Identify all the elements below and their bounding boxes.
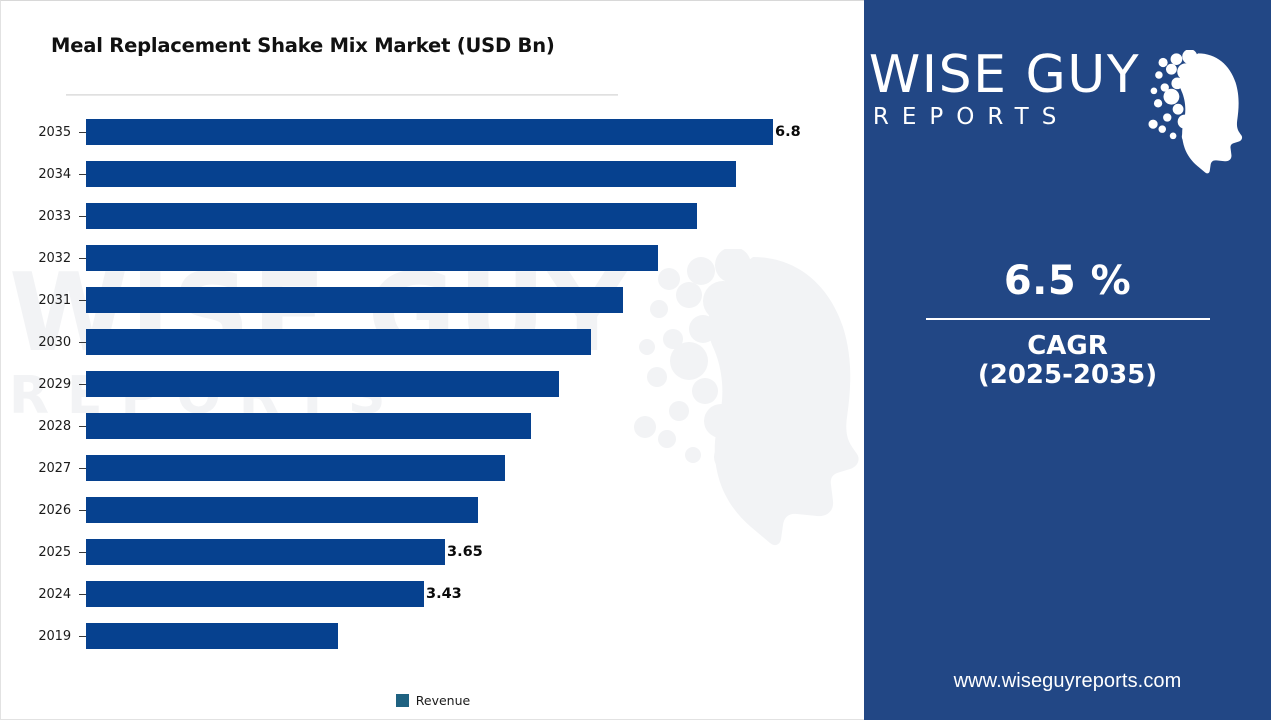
y-axis-tick-mark [79, 341, 86, 343]
bar-row: 2031 [1, 279, 864, 321]
logo-text-wiseguy: WISE GUY [868, 45, 1141, 105]
bar-revenue [86, 623, 338, 649]
y-axis-tick-label: 2030 [38, 334, 71, 350]
bar-row: 2032 [1, 237, 864, 279]
y-axis-tick-mark [79, 383, 86, 385]
bar-value-label: 3.43 [426, 586, 462, 602]
y-axis-tick-mark [79, 425, 86, 427]
bar-row: 2034 [1, 153, 864, 195]
bar-value-label: 6.8 [775, 124, 801, 140]
bar-revenue [86, 161, 736, 187]
bar-revenue [86, 245, 658, 271]
y-axis-tick-label: 2024 [38, 586, 71, 602]
bar-container [86, 329, 591, 355]
bar-row: 2027 [1, 447, 864, 489]
chart-panel: WISE GUY REPORTS [0, 0, 864, 720]
y-axis-tick-mark [79, 593, 86, 595]
brand-logo: WISE GUY REPORTS [864, 48, 1271, 179]
y-axis-tick-mark [79, 299, 86, 301]
bar-container [86, 413, 531, 439]
bar-container [86, 455, 505, 481]
bar-revenue [86, 539, 445, 565]
bar-container [86, 623, 338, 649]
logo-head-icon [1116, 49, 1266, 179]
bar-chart-plot: 2035 6.8 2034 2033 2032 2031 2030 2029 2028 2027 2… [1, 111, 864, 656]
y-axis-tick-label: 2032 [38, 250, 71, 266]
bar-row: 2033 [1, 195, 864, 237]
y-axis-tick-mark [79, 257, 86, 259]
bar-row: 2028 [1, 405, 864, 447]
y-axis-tick-label: 2019 [38, 628, 71, 644]
bar-revenue [86, 413, 531, 439]
y-axis-tick-mark [79, 131, 86, 133]
bar-revenue [86, 371, 559, 397]
chart-legend: Revenue [1, 693, 864, 708]
y-axis-tick-mark [79, 551, 86, 553]
legend-swatch-revenue [395, 694, 409, 707]
y-axis-tick-label: 2031 [38, 292, 71, 308]
bar-revenue [86, 497, 478, 523]
bar-revenue [86, 287, 623, 313]
y-axis-tick-mark [79, 215, 86, 217]
bar-row: 2035 6.8 [1, 111, 864, 153]
title-divider [66, 94, 618, 96]
bar-row: 2019 [1, 615, 864, 657]
website-url: www.wiseguyreports.com [953, 670, 1182, 692]
y-axis-tick-label: 2034 [38, 166, 71, 182]
bar-container [86, 371, 559, 397]
bar-revenue [86, 581, 424, 607]
cagr-label-line1: CAGR [1027, 331, 1108, 361]
bar-row: 2026 [1, 489, 864, 531]
bar-revenue [86, 203, 697, 229]
y-axis-tick-label: 2035 [38, 124, 71, 140]
bar-container [86, 161, 736, 187]
y-axis-tick-mark [79, 509, 86, 511]
y-axis-tick-mark [79, 635, 86, 637]
bar-container [86, 203, 697, 229]
y-axis-tick-label: 2028 [38, 418, 71, 434]
bar-revenue [86, 455, 505, 481]
y-axis-tick-mark [79, 173, 86, 175]
y-axis-tick-mark [79, 467, 86, 469]
bar-value-label: 3.65 [447, 544, 483, 560]
bar-container [86, 497, 478, 523]
cagr-divider [925, 318, 1210, 320]
y-axis-tick-label: 2026 [38, 502, 71, 518]
bar-container: 6.8 [86, 119, 801, 145]
legend-label-revenue: Revenue [415, 693, 471, 708]
bar-row: 2025 3.65 [1, 531, 864, 573]
chart-title: Meal Replacement Shake Mix Market (USD B… [51, 34, 555, 57]
bar-row: 2024 3.43 [1, 573, 864, 615]
bar-container [86, 245, 658, 271]
bar-revenue [86, 119, 773, 145]
logo-text-reports: REPORTS [872, 104, 1070, 131]
bar-container: 3.65 [86, 539, 483, 565]
brand-panel: WISE GUY REPORTS [864, 0, 1271, 720]
cagr-label-line2: (2025-2035) [977, 360, 1158, 391]
bar-row: 2029 [1, 363, 864, 405]
y-axis-tick-label: 2029 [38, 376, 71, 392]
cagr-value: 6.5 % [1003, 258, 1132, 304]
bar-container [86, 287, 623, 313]
y-axis-tick-label: 2027 [38, 460, 71, 476]
cagr-block: 6.5 % CAGR (2025-2035) [864, 258, 1271, 390]
y-axis-tick-label: 2025 [38, 544, 71, 560]
y-axis-tick-label: 2033 [38, 208, 71, 224]
cagr-label: CAGR (2025-2035) [977, 331, 1158, 391]
bar-revenue [86, 329, 591, 355]
bar-row: 2030 [1, 321, 864, 363]
bar-container: 3.43 [86, 581, 462, 607]
